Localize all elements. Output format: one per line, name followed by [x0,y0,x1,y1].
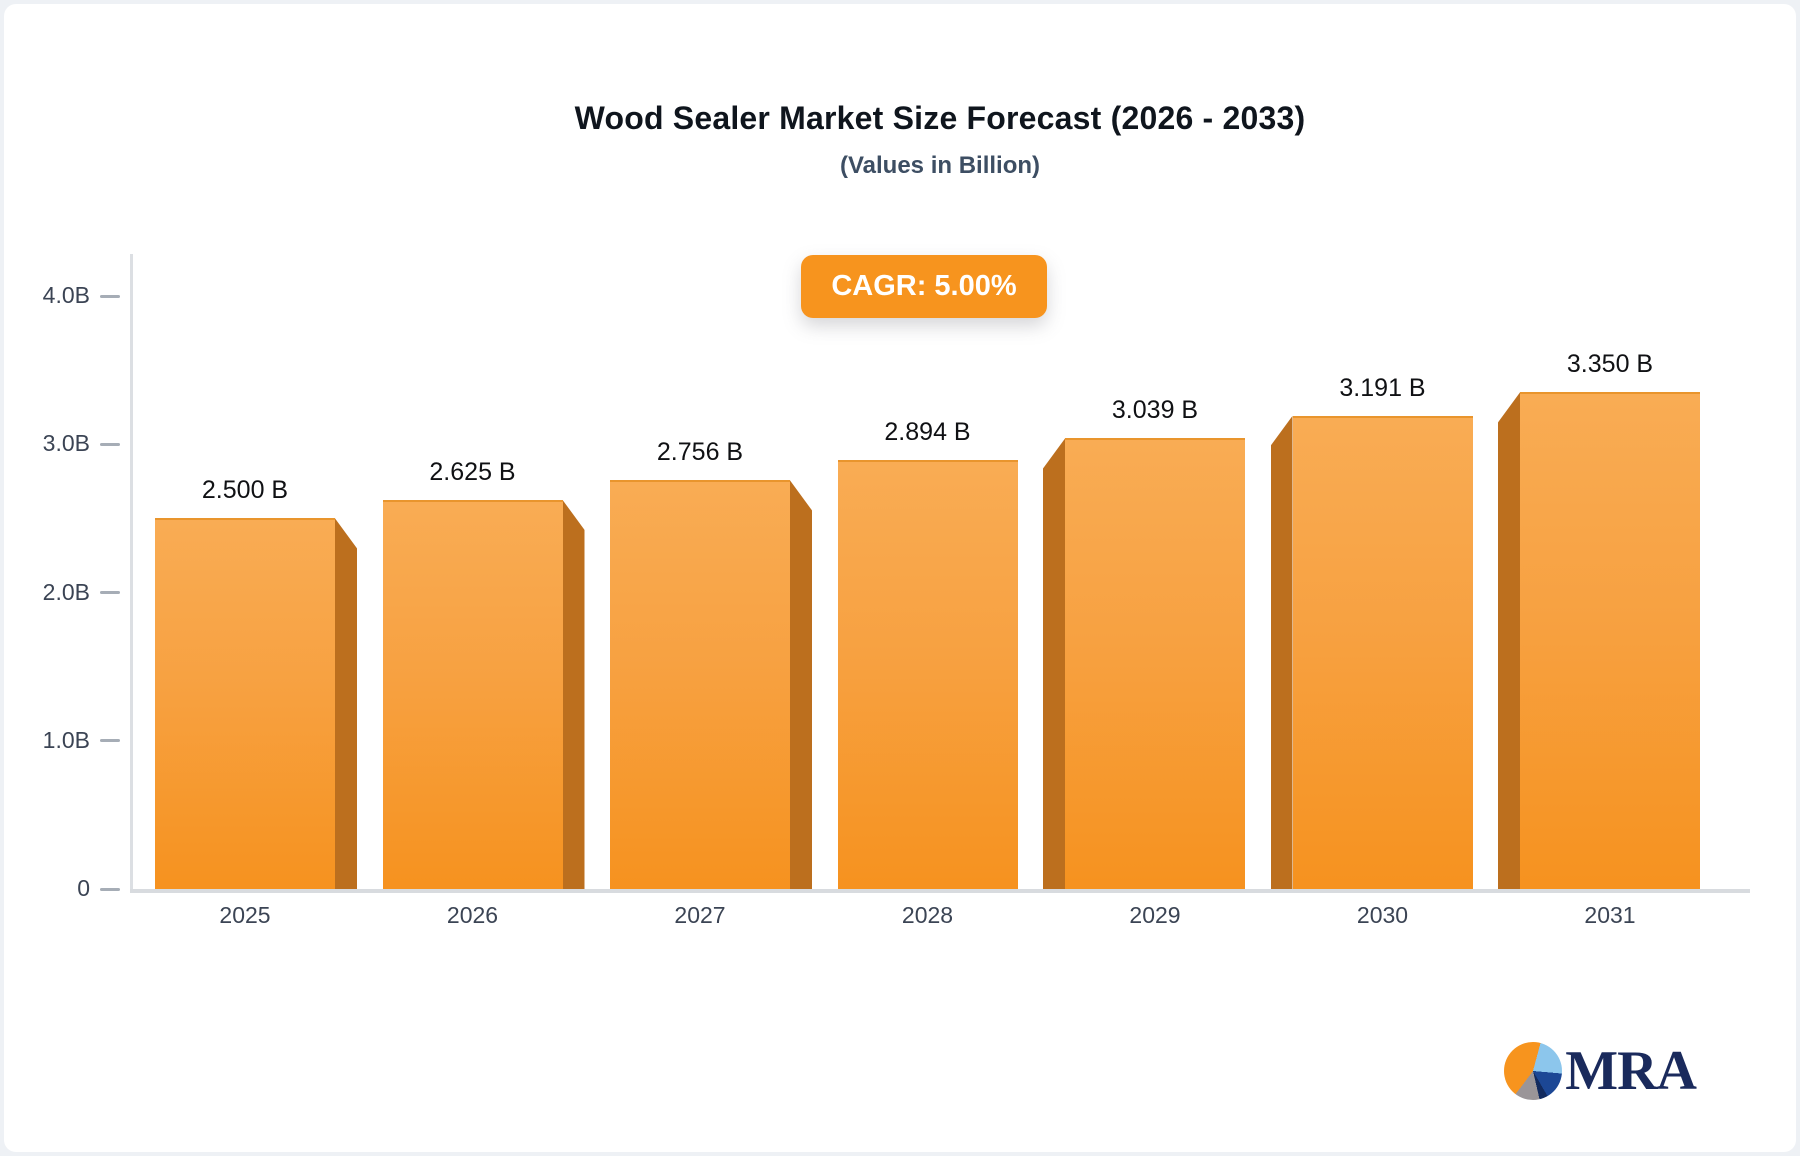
bar-3d-side [790,480,812,889]
y-tick-mark [100,739,120,743]
bar-value-label: 3.039 B [1111,396,1199,425]
bar-value-label: 3.191 B [1339,373,1426,402]
y-tick-label: 2.0B [42,578,90,605]
x-axis-label: 2026 [446,902,499,928]
chart-card: Wood Sealer Market Size Forecast (2026 -… [4,4,1796,1152]
x-axis-label: 2025 [219,902,271,928]
bar-2028 [837,459,1018,889]
x-axis-label: 2030 [1356,902,1409,928]
bar-value-label: 3.350 B [1566,350,1654,379]
y-tick-mark [100,294,120,298]
y-tick-label: 1.0B [42,726,90,753]
brand-logo-text: MRA [1565,1040,1697,1102]
bar-value-label: 2.756 B [656,438,744,467]
y-tick-mark [100,591,120,594]
y-tick-mark [100,887,120,891]
bar-value-label: 2.500 B [201,476,289,505]
bar-3d-side [1498,392,1520,889]
x-axis-label: 2029 [1129,902,1181,928]
chart-subtitle: (Values in Billion) [839,152,1041,179]
cagr-badge: CAGR: 5.00% [801,255,1047,318]
y-tick-label: 3.0B [42,430,90,457]
x-axis-line [130,889,1750,893]
bar-value-label: 2.894 B [884,417,971,446]
bar-2026 [382,499,563,889]
cagr-badge-wrap: CAGR: 5.00% [4,255,1796,318]
y-tick-mark [100,442,120,446]
bar-3d-side [1270,415,1293,889]
bar-value-label: 2.625 B [429,457,516,486]
x-axis-label: 2031 [1584,902,1636,928]
bar-3d-side [335,518,357,889]
y-axis-line [130,254,133,893]
y-tick-label: 0 [77,875,90,901]
bar-2031 [1520,392,1700,889]
brand-logo: MRA [1504,1040,1697,1102]
x-axis-label: 2028 [901,902,954,928]
bar-3d-side [1043,438,1065,889]
y-tick-label: 4.0B [42,282,90,308]
bar-2027 [610,480,790,889]
pie-chart-logo-icon [1504,1042,1563,1100]
bar-2030 [1292,415,1473,889]
chart-title: Wood Sealer Market Size Forecast (2026 -… [574,100,1306,136]
bar-3d-side [562,499,585,889]
bar-2029 [1065,438,1245,889]
x-axis-label: 2027 [674,902,726,928]
bar-2025 [155,518,335,889]
